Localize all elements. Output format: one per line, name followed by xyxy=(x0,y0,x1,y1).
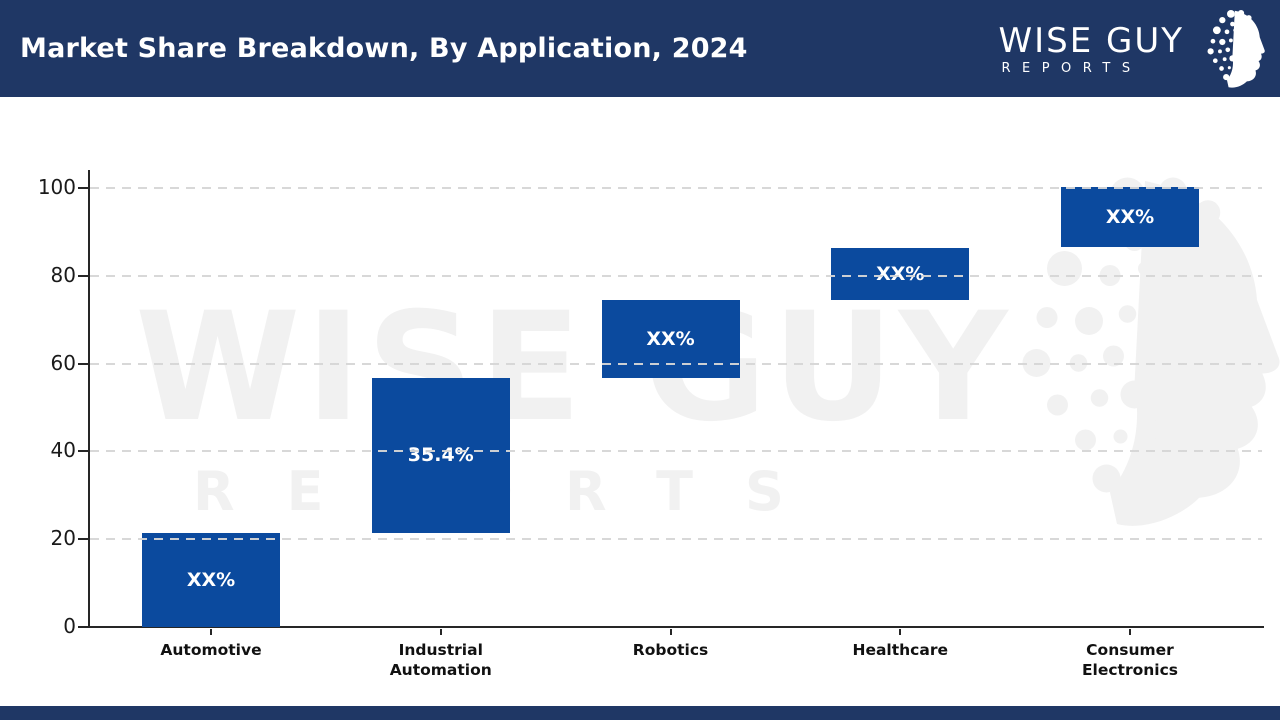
watermark-line1: WISE GUY xyxy=(135,281,1013,455)
header-bar: Market Share Breakdown, By Application, … xyxy=(0,0,1280,97)
x-tick-mark xyxy=(899,629,902,635)
y-axis-line xyxy=(88,170,90,627)
bar-industrial-automation: 35.4% xyxy=(371,377,510,534)
category-label: Automotive xyxy=(96,640,326,660)
category-label: Robotics xyxy=(556,640,786,660)
category-label-line: Consumer xyxy=(1086,641,1174,659)
bar-value-label: XX% xyxy=(1105,206,1155,229)
category-label-line: Automotive xyxy=(160,641,262,659)
x-tick-mark xyxy=(1129,629,1131,635)
y-tick-mark xyxy=(78,362,88,365)
x-tick-mark xyxy=(669,629,672,635)
category-label-line: Industrial xyxy=(398,641,483,659)
y-tick-label: 20 xyxy=(50,526,76,551)
category-label-line: Robotics xyxy=(632,641,709,659)
bar-value-label: XX% xyxy=(186,569,236,592)
bar-healthcare: XX% xyxy=(831,248,970,300)
x-tick-mark xyxy=(210,629,212,635)
y-tick-mark xyxy=(78,187,88,189)
logo-wordmark-line1: WISE GUY xyxy=(998,20,1184,61)
category-label-line: Electronics xyxy=(1081,661,1179,679)
bar-value-label: XX% xyxy=(646,327,695,350)
chart-title: Market Share Breakdown, By Application, … xyxy=(20,33,748,64)
logo-face-icon xyxy=(1207,10,1265,88)
gridline-60 xyxy=(90,362,1262,365)
watermark: WISE GUY REPORTS xyxy=(135,281,1013,523)
y-tick-mark xyxy=(78,626,88,628)
category-label: Industrial Automation xyxy=(326,640,556,680)
bar-robotics: XX% xyxy=(601,299,740,378)
y-tick-label: 0 xyxy=(63,614,76,638)
y-tick-mark xyxy=(78,274,88,277)
y-tick-mark xyxy=(78,538,88,541)
bar-value-label: 35.4% xyxy=(407,444,474,467)
gridline-40 xyxy=(90,450,1262,453)
bar-value-label: XX% xyxy=(876,263,924,285)
logo-wordmark-line2: REPORTS xyxy=(1001,60,1142,76)
watermark-line2: REPORTS xyxy=(193,459,836,523)
y-tick-label: 60 xyxy=(50,350,76,375)
brand-logo: WISE GUY REPORTS xyxy=(998,6,1266,92)
logo-wordmark: WISE GUY REPORTS xyxy=(998,24,1184,75)
gridline-100 xyxy=(90,187,1262,189)
footer-bar xyxy=(0,706,1280,720)
bar-consumer-electronics: XX% xyxy=(1061,187,1199,248)
y-tick-label: 40 xyxy=(50,438,76,463)
category-label: Consumer Electronics xyxy=(1015,640,1245,680)
category-label: Healthcare xyxy=(785,640,1015,660)
category-label-line: Automation xyxy=(389,661,492,679)
gridline-80 xyxy=(90,274,1262,277)
bar-automotive: XX% xyxy=(142,533,280,627)
x-axis-line xyxy=(88,626,1264,628)
y-tick-label: 100 xyxy=(37,175,76,199)
x-tick-mark xyxy=(439,629,442,635)
y-tick-label: 80 xyxy=(50,262,76,287)
category-label-line: Healthcare xyxy=(852,641,948,659)
y-tick-mark xyxy=(78,450,88,453)
gridline-20 xyxy=(90,538,1262,541)
